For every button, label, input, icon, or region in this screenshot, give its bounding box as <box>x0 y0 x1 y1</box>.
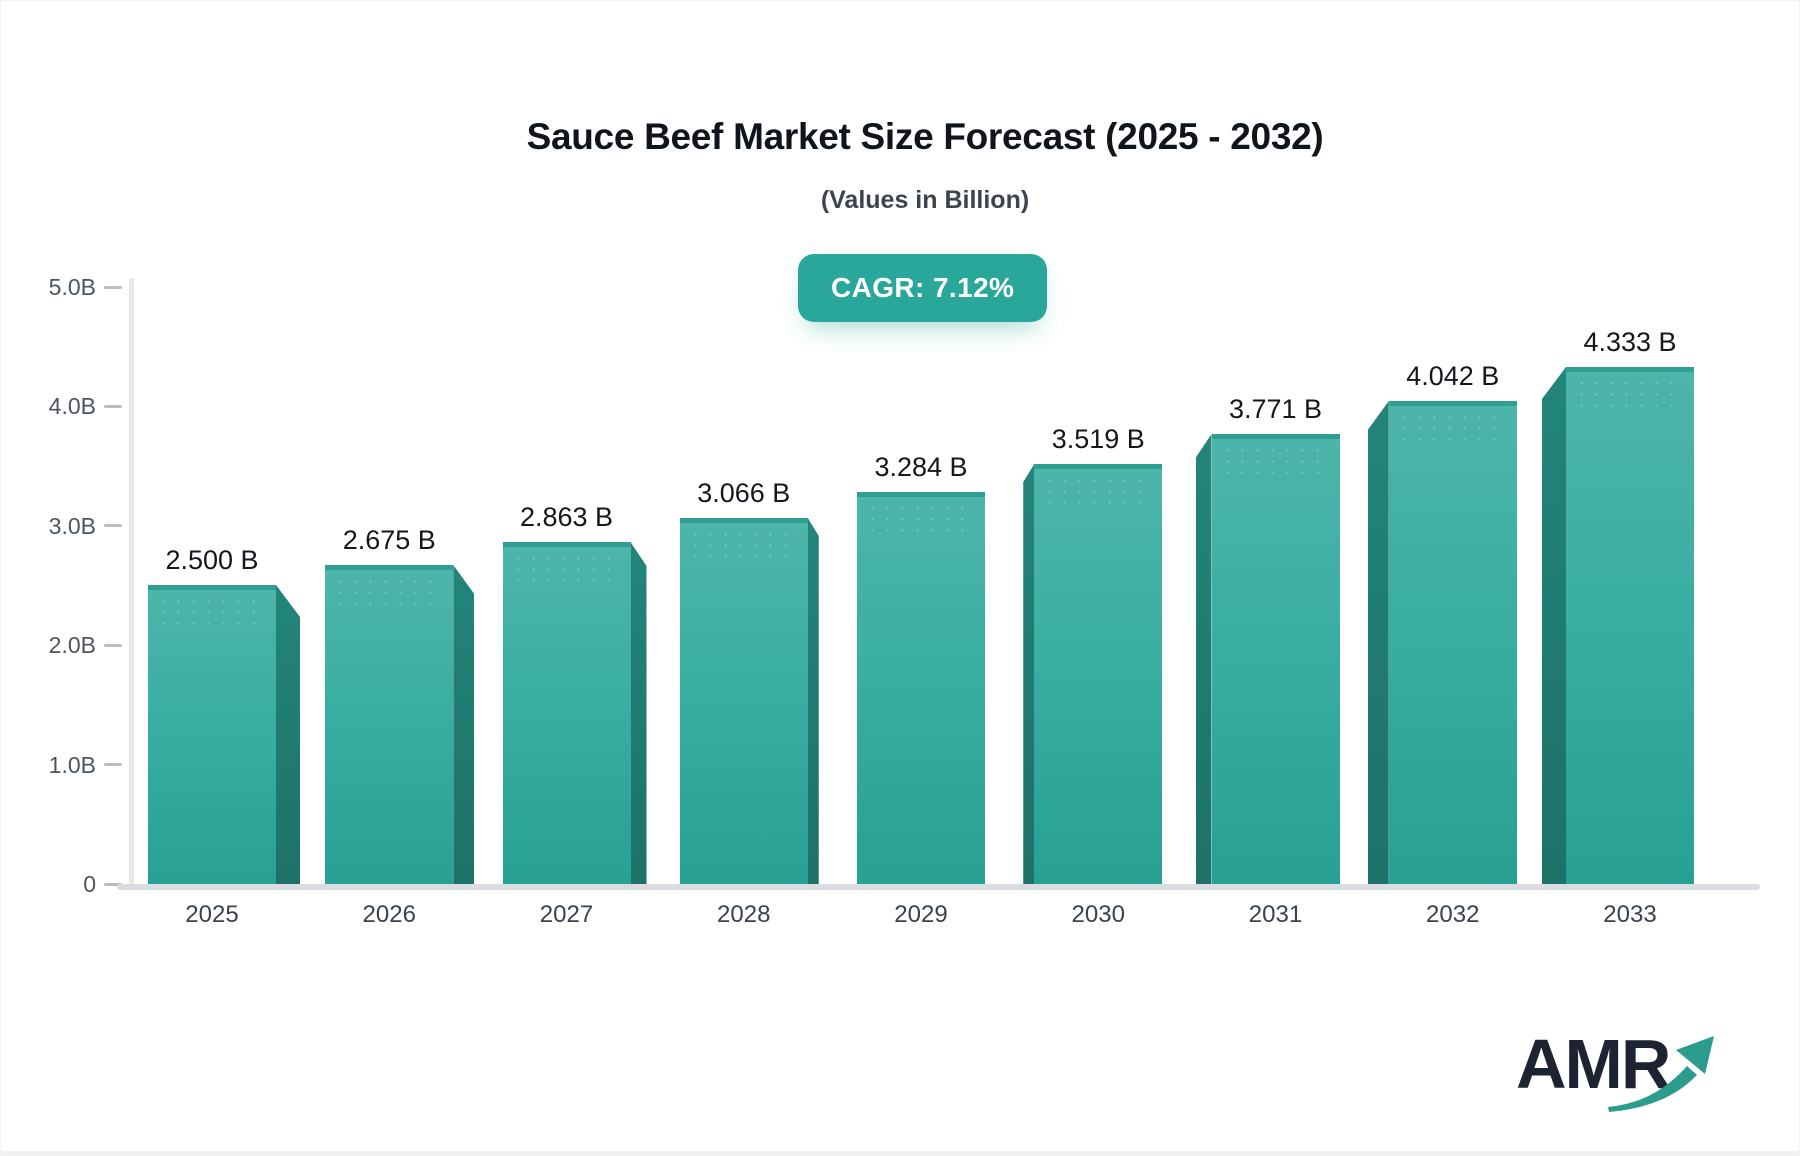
growth-arrow-icon <box>1608 1036 1714 1112</box>
bar-2028 <box>679 518 808 884</box>
bar-value-2032: 4.042 B <box>1406 361 1500 391</box>
bar-2025 <box>148 585 276 884</box>
bar-value-2029: 3.284 B <box>874 452 968 482</box>
bar-2029 <box>857 492 985 884</box>
y-tick-label: 2.0B <box>48 632 96 659</box>
bar-2027 <box>502 542 631 884</box>
amr-logo-text: AMR <box>1516 1025 1671 1103</box>
x-tick-label-2028: 2028 <box>717 901 771 928</box>
bar-2025-side <box>276 585 300 884</box>
y-axis-line <box>129 278 134 887</box>
x-tick-label-2029: 2029 <box>894 901 948 928</box>
y-tick-label: 5.0B <box>48 274 96 300</box>
bar-value-2033: 4.333 B <box>1583 327 1677 357</box>
bar-value-2028: 3.066 B <box>697 478 791 508</box>
bar-value-2026: 2.675 B <box>342 525 436 555</box>
x-tick-label-2031: 2031 <box>1248 901 1303 928</box>
bar-2028-side <box>807 518 819 884</box>
bar-2033 <box>1566 367 1694 884</box>
y-tick-label: 0 <box>83 871 96 897</box>
y-tick-mark <box>104 763 122 767</box>
x-axis-baseline <box>117 884 1760 890</box>
bar-2026 <box>325 565 454 884</box>
x-tick-label-2032: 2032 <box>1426 901 1480 928</box>
bar-2030-side <box>1023 464 1035 884</box>
y-tick-mark <box>104 285 122 289</box>
x-tick-label-2026: 2026 <box>362 901 416 928</box>
chart-subtitle: (Values in Billion) <box>820 186 1030 214</box>
bar-2032-side <box>1367 401 1389 884</box>
y-tick-label: 3.0B <box>48 512 96 539</box>
x-tick-label-2030: 2030 <box>1071 901 1125 928</box>
bar-2030 <box>1034 464 1163 884</box>
bar-2031 <box>1211 434 1340 884</box>
cagr-badge: CAGR: 7.12% <box>798 254 1048 322</box>
bar-2031-side <box>1195 434 1212 884</box>
y-tick-mark <box>104 524 122 528</box>
bar-2033-side <box>1542 367 1566 884</box>
chart-title: Sauce Beef Market Size Forecast (2025 - … <box>526 116 1324 157</box>
bar-value-2031: 3.771 B <box>1228 394 1323 424</box>
bar-value-2025: 2.500 B <box>165 545 259 575</box>
bar-value-2027: 2.863 B <box>519 502 614 532</box>
y-tick-mark <box>104 882 122 886</box>
bar-value-2030: 3.519 B <box>1051 424 1145 454</box>
y-tick-label: 1.0B <box>48 751 96 778</box>
x-tick-label-2033: 2033 <box>1603 901 1657 928</box>
x-tick-label-2027: 2027 <box>539 901 594 928</box>
y-tick-mark <box>104 404 122 408</box>
bar-2027-side <box>630 542 647 884</box>
amr-logo: AMR <box>1516 1025 1714 1112</box>
y-tick-mark <box>104 643 122 647</box>
x-tick-label-2025: 2025 <box>185 901 239 928</box>
bar-2032 <box>1388 401 1517 884</box>
bar-2026-side <box>453 565 475 884</box>
y-tick-label: 4.0B <box>48 393 96 420</box>
